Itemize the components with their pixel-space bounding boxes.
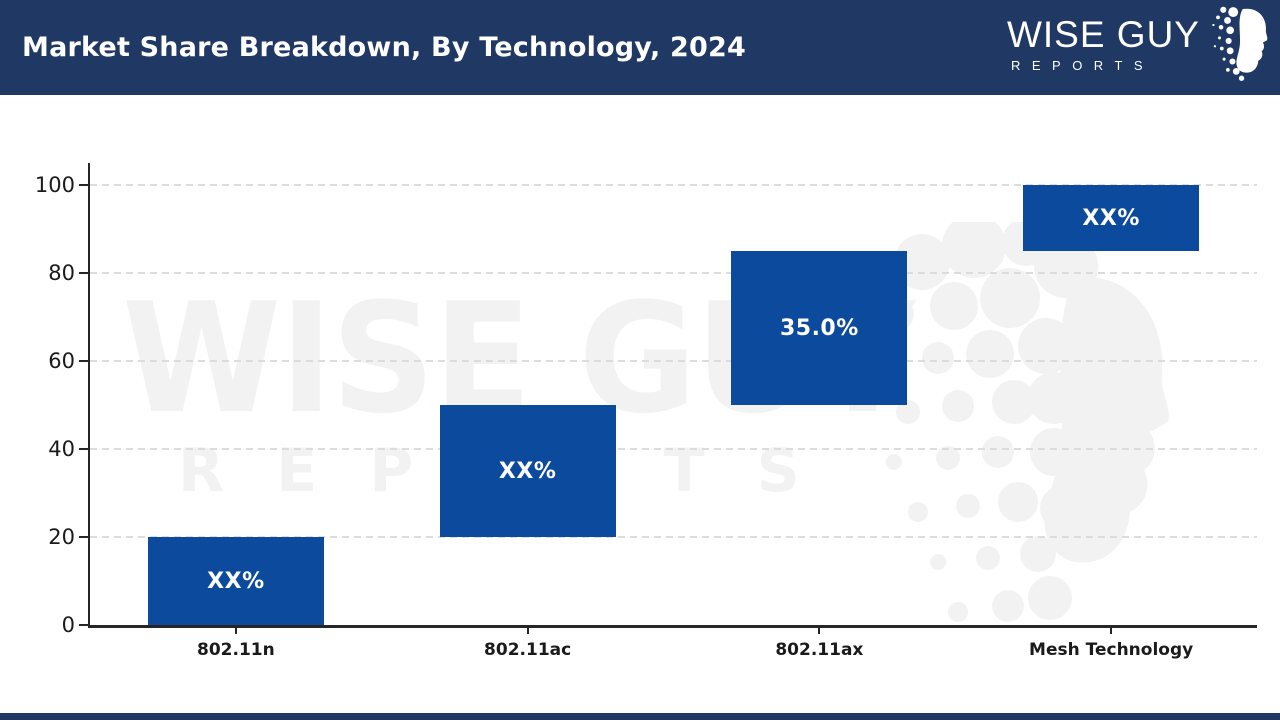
header-bar: Market Share Breakdown, By Technology, 2…	[0, 0, 1280, 95]
x-tick-mark	[234, 625, 237, 634]
x-tick-mark	[1110, 625, 1113, 634]
logo-primary-text: WISE GUY	[1006, 14, 1200, 55]
gridline-80	[90, 272, 1257, 274]
y-tick-label: 0	[61, 613, 75, 637]
page-title: Market Share Breakdown, By Technology, 2…	[22, 32, 747, 63]
gridline-60	[90, 360, 1257, 362]
footer-bar	[0, 713, 1280, 720]
bar-value-label: XX%	[1082, 205, 1140, 231]
bar-Mesh Technology: XX%	[1023, 185, 1200, 251]
y-tick-label: 20	[48, 525, 75, 549]
wiseguy-head-icon	[1212, 6, 1268, 81]
wiseguy-logo: WISE GUY REPORTS	[1007, 6, 1268, 82]
gridline-40	[90, 448, 1257, 450]
x-tick-mark	[818, 625, 821, 634]
y-tick-mark	[79, 624, 88, 626]
bar-value-label: 35.0%	[779, 315, 859, 341]
y-tick-mark	[79, 184, 88, 186]
y-tick-label: 100	[34, 173, 75, 197]
gridline-20	[90, 536, 1257, 538]
y-tick-mark	[79, 448, 88, 450]
y-tick-mark	[79, 536, 88, 538]
y-tick-mark	[79, 272, 88, 274]
plot-area: 0 20 40 60 80 100 XX% 802.11n XX% 802.11ac 35.0% 80…	[35, 163, 1257, 660]
gridline-100	[90, 184, 1257, 186]
bar-value-label: XX%	[207, 568, 265, 594]
x-tick-mark	[526, 625, 529, 634]
y-tick-label: 60	[48, 349, 75, 373]
x-category-label: 802.11ac	[484, 640, 572, 660]
bar-802.11ac: XX%	[439, 405, 616, 537]
bar-value-label: XX%	[498, 458, 557, 484]
x-category-label: Mesh Technology	[1029, 640, 1194, 660]
y-tick-mark	[79, 360, 88, 362]
bar-802.11n: XX%	[147, 537, 324, 625]
x-category-label: 802.11n	[197, 640, 275, 660]
y-tick-label: 80	[48, 261, 75, 285]
y-tick-label: 40	[48, 437, 75, 461]
bar-802.11ax: 35.0%	[731, 251, 908, 405]
x-category-label: 802.11ax	[775, 640, 864, 660]
logo-secondary-text: REPORTS	[1010, 58, 1155, 73]
